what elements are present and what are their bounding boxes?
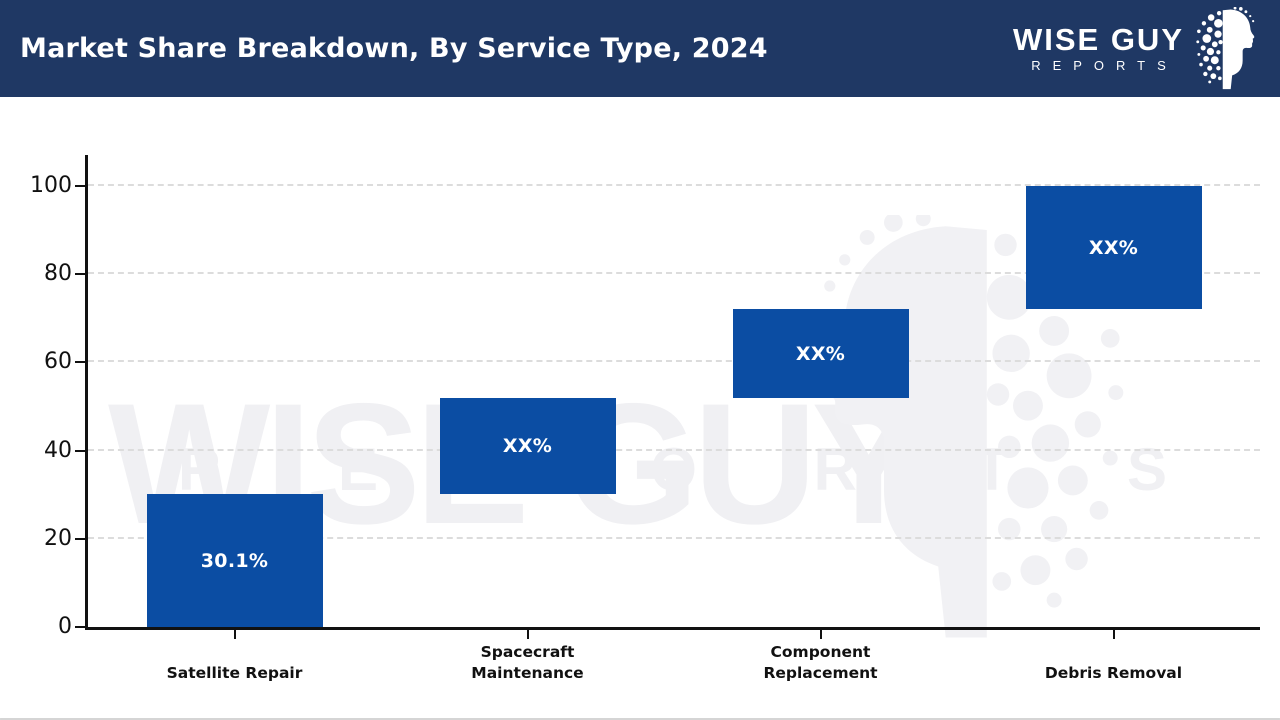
x-tick-1 [526, 630, 529, 639]
brand-logo-text: WISE GUY REPORTS [1012, 21, 1184, 74]
y-tick-label-60: 60 [44, 349, 72, 375]
gridline-y-40 [88, 448, 1260, 451]
bar-value-label: 30.1% [200, 549, 269, 572]
bar-value-label: XX% [795, 342, 846, 365]
dotted-face-profile-icon [1188, 6, 1264, 91]
bar-debris-removal: XX% [1025, 185, 1202, 310]
x-tick-3 [1112, 630, 1115, 639]
y-axis-line [85, 155, 88, 630]
y-tick-60 [75, 361, 85, 364]
gridline-y-80 [88, 272, 1260, 275]
gridline-y-20 [88, 536, 1260, 539]
bar-spacecraft-maintenance: XX% [439, 397, 616, 495]
y-tick-label-100: 100 [30, 172, 72, 198]
x-tick-0 [233, 630, 236, 639]
y-tick-label-80: 80 [44, 261, 72, 287]
brand-subtext: REPORTS [1031, 58, 1178, 74]
y-tick-label-40: 40 [44, 437, 72, 463]
chart-region: WISE GUY R E P O R T S 0 20 40 60 [0, 97, 1280, 718]
y-tick-0 [75, 626, 85, 628]
x-category-label: Component Replacement [763, 642, 878, 683]
gridline-y-60 [88, 360, 1260, 363]
x-category-label: Satellite Repair [166, 664, 303, 683]
page-title: Market Share Breakdown, By Service Type,… [20, 33, 768, 64]
bar-satellite-repair: 30.1% [146, 494, 323, 627]
x-axis-line [85, 627, 1260, 630]
x-category-label: Debris Removal [1044, 664, 1183, 683]
bar-component-replacement: XX% [732, 309, 909, 398]
plot-area: 0 20 40 60 80 100 30.1% Satellite Repair XX% Spac… [30, 155, 1260, 682]
x-category-label: Spacecraft Maintenance [471, 642, 584, 683]
y-tick-40 [75, 449, 85, 452]
brand-wordmark: WISE GUY [1012, 21, 1184, 57]
y-tick-20 [75, 537, 85, 540]
bar-value-label: XX% [502, 434, 553, 457]
y-tick-100 [75, 184, 85, 187]
x-tick-2 [819, 630, 822, 639]
header-bar: Market Share Breakdown, By Service Type,… [0, 0, 1280, 97]
y-tick-80 [75, 273, 85, 276]
bar-value-label: XX% [1088, 236, 1139, 259]
y-tick-label-0: 0 [58, 614, 72, 639]
y-tick-label-20: 20 [44, 525, 72, 551]
gridline-y-100 [88, 183, 1260, 186]
brand-logo: WISE GUY REPORTS [1012, 6, 1264, 91]
